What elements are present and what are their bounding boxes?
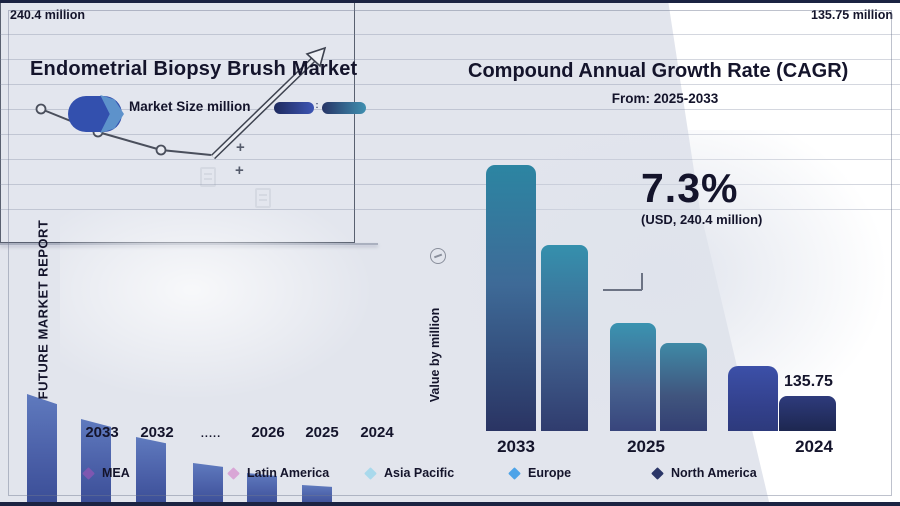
legend-item-asia-pacific: Asia Pacific bbox=[364, 466, 455, 480]
cagr-bar-2033-a bbox=[486, 165, 536, 431]
legend-diamond-icon bbox=[364, 466, 377, 480]
x-label: 2026 bbox=[251, 424, 285, 441]
bracket-line bbox=[603, 289, 642, 291]
x-label: 2032 bbox=[140, 424, 174, 441]
bar-dots bbox=[136, 437, 166, 506]
bar-2032 bbox=[81, 419, 111, 506]
bar-2024 bbox=[302, 485, 332, 506]
bar-2033 bbox=[27, 394, 57, 506]
left-vertical-axis-label: FUTURE MARKET REPORT bbox=[35, 219, 51, 400]
page-title: Endometrial Biopsy Brush Market bbox=[30, 58, 358, 80]
legend-label: Latin America bbox=[247, 466, 330, 480]
gridline bbox=[0, 84, 900, 85]
cagr-note: (USD, 240.4 million) bbox=[641, 212, 763, 227]
top-navy-edge bbox=[0, 0, 900, 3]
bar-value-annotation: 135.75 bbox=[784, 373, 833, 390]
x-label: 2025 bbox=[627, 437, 665, 456]
cagr-bar-2025-a bbox=[610, 323, 656, 431]
bracket-line bbox=[641, 273, 643, 290]
gridline bbox=[0, 59, 900, 60]
inner-border-frame bbox=[8, 10, 892, 496]
bottom-navy-edge bbox=[0, 502, 900, 506]
legend-label: MEA bbox=[102, 466, 130, 480]
gridline bbox=[0, 34, 900, 35]
gridline bbox=[0, 184, 900, 185]
value-annotation-right: 135.75 million bbox=[811, 8, 893, 22]
cagr-bar-2033-b bbox=[541, 245, 588, 431]
legend-diamond-icon bbox=[651, 466, 664, 480]
gridline bbox=[0, 159, 900, 160]
legend-label: Europe bbox=[528, 466, 572, 480]
gradient-pill-icon bbox=[322, 102, 366, 114]
bar-2026 bbox=[193, 463, 223, 506]
background-blob bbox=[60, 210, 390, 410]
x-label-dots: ..... bbox=[200, 428, 222, 440]
document-watermark-icon bbox=[200, 167, 216, 187]
market-size-legend-label: Market Size million bbox=[129, 99, 251, 114]
gridline bbox=[0, 109, 900, 110]
x-label: 2025 bbox=[305, 424, 339, 441]
plus-mark-icon: + bbox=[236, 139, 245, 156]
x-label: 2033 bbox=[85, 424, 119, 441]
pill-colon-separator: : bbox=[315, 100, 319, 110]
bar-2025 bbox=[247, 473, 277, 506]
value-by-million-axis-label: Value by million bbox=[428, 307, 442, 403]
plus-mark-icon: + bbox=[235, 162, 244, 179]
gridline bbox=[0, 209, 900, 210]
minus-circle-icon bbox=[430, 248, 446, 264]
x-label: 2033 bbox=[497, 437, 535, 456]
market-size-capsule-icon bbox=[68, 95, 124, 133]
legend-item-europe: Europe bbox=[508, 466, 572, 480]
cagr-bar-2025-b bbox=[660, 343, 707, 431]
legend-diamond-icon bbox=[82, 466, 95, 480]
legend-label: North America bbox=[671, 466, 757, 480]
document-watermark-icon bbox=[255, 188, 271, 208]
legend-diamond-icon bbox=[227, 466, 240, 480]
value-annotation-left: 240.4 million bbox=[10, 8, 86, 22]
cagr-bar-2024-b bbox=[779, 396, 836, 431]
gradient-pill-icon bbox=[274, 102, 314, 114]
x-label: 2024 bbox=[360, 424, 394, 441]
x-label: 2024 bbox=[795, 437, 833, 456]
cagr-subtitle: From: 2025-2033 bbox=[611, 91, 719, 106]
legend-item-mea: MEA bbox=[82, 466, 130, 480]
cagr-bar-2024-a bbox=[728, 366, 778, 431]
legend-item-latin-america: Latin America bbox=[227, 466, 330, 480]
gridline bbox=[0, 134, 900, 135]
legend-label: Asia Pacific bbox=[384, 466, 455, 480]
cagr-title: Compound Annual Growth Rate (CAGR) bbox=[468, 60, 849, 82]
legend-diamond-icon bbox=[508, 466, 521, 480]
legend-item-north-america: North America bbox=[651, 466, 757, 480]
cagr-value: 7.3% bbox=[641, 165, 739, 211]
